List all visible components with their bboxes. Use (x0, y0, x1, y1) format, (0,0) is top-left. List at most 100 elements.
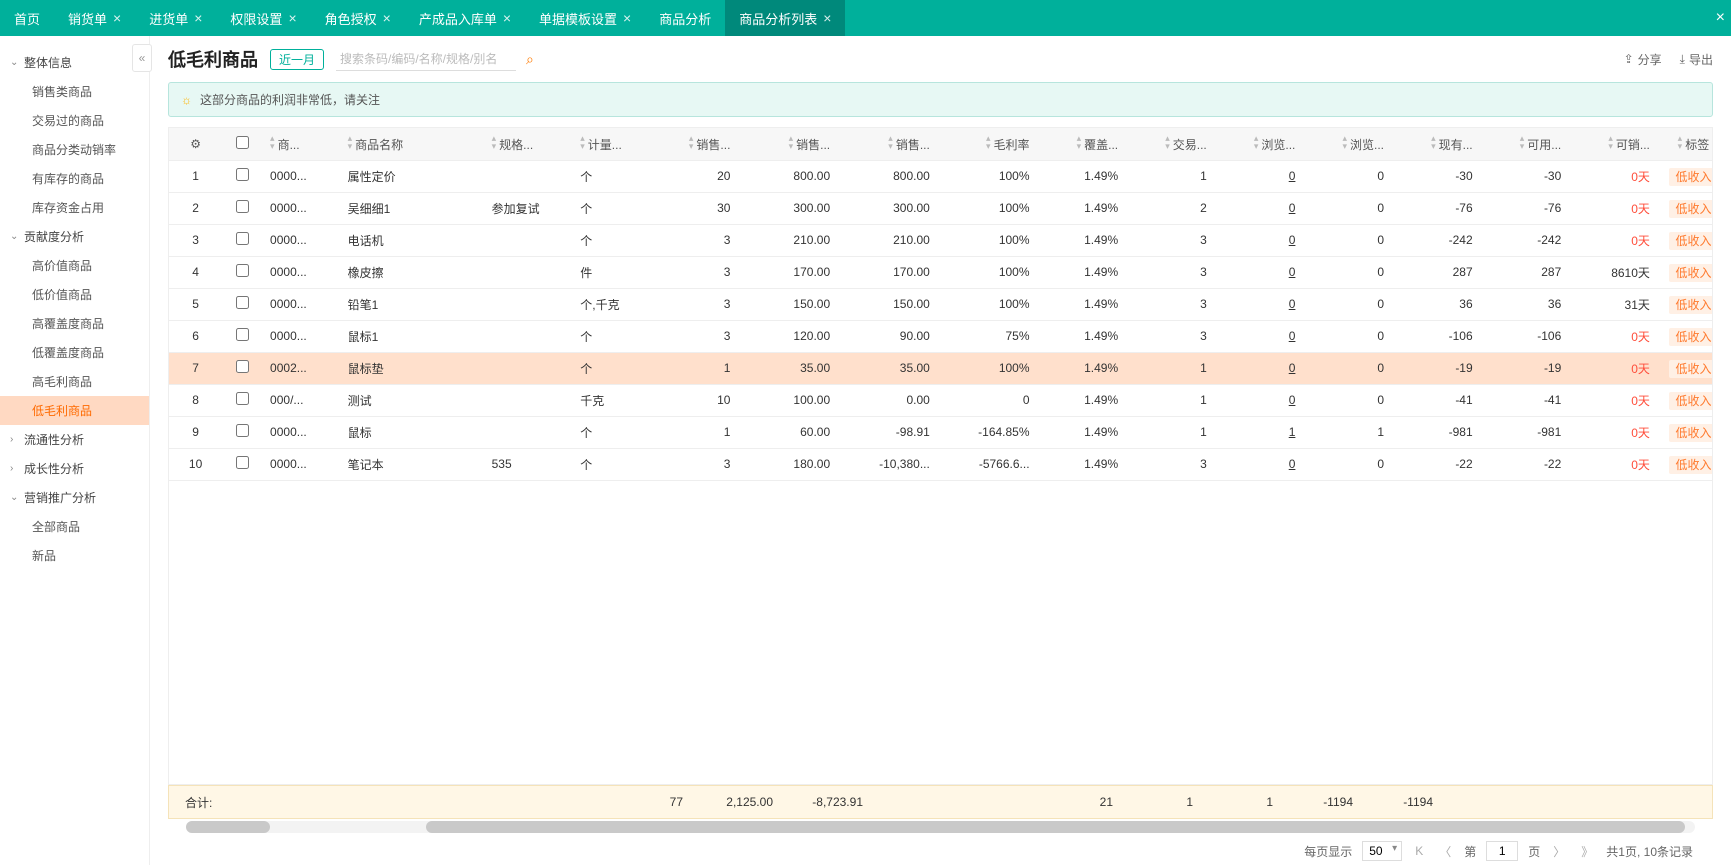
close-icon[interactable]: × (113, 10, 121, 26)
row-checkbox[interactable] (236, 328, 249, 341)
page-input[interactable] (1486, 841, 1518, 861)
close-icon[interactable]: × (288, 10, 296, 26)
sidebar-group[interactable]: ⌄营销推广分析 (0, 483, 149, 512)
table-row[interactable]: 30000...电话机个3210.00210.00100%1.49%300-24… (169, 224, 1713, 256)
sidebar-item[interactable]: 低毛利商品 (0, 396, 149, 425)
period-pill[interactable]: 近一月 (270, 49, 324, 70)
close-icon[interactable]: × (623, 10, 631, 26)
col-days[interactable]: ▴▾可销... (1569, 128, 1658, 160)
sidebar-item[interactable]: 商品分类动销率 (0, 135, 149, 164)
col-amt1[interactable]: ▴▾销售... (738, 128, 838, 160)
row-checkbox[interactable] (236, 232, 249, 245)
table-row[interactable]: 90000...鼠标个160.00-98.91-164.85%1.49%111-… (169, 416, 1713, 448)
sidebar-item[interactable]: 高价值商品 (0, 251, 149, 280)
tab-2[interactable]: 进货单× (135, 0, 216, 36)
scrollbar-thumb[interactable] (186, 821, 270, 833)
table-row[interactable]: 10000...属性定价个20800.00800.00100%1.49%100-… (169, 160, 1713, 192)
cell-margin: 100% (938, 352, 1038, 384)
sidebar-group[interactable]: ›成长性分析 (0, 454, 149, 483)
col-qty[interactable]: ▴▾销售... (650, 128, 739, 160)
hscrollbar[interactable] (186, 821, 1695, 833)
prev-page-icon[interactable]: 〈 (1436, 843, 1454, 860)
close-icon[interactable]: × (823, 10, 831, 26)
close-icon[interactable]: × (194, 10, 202, 26)
cell-code: 0000... (262, 224, 340, 256)
sidebar-item[interactable]: 全部商品 (0, 512, 149, 541)
col-view2[interactable]: ▴▾浏览... (1303, 128, 1392, 160)
col-margin[interactable]: ▴▾毛利率 (938, 128, 1038, 160)
next-page-icon[interactable]: 〉 (1550, 843, 1568, 860)
tab-6[interactable]: 单据模板设置× (525, 0, 645, 36)
sidebar-item[interactable]: 低价值商品 (0, 280, 149, 309)
col-code[interactable]: ▴▾商... (262, 128, 340, 160)
cell-chk (222, 448, 262, 480)
cell-view2: 0 (1303, 320, 1392, 352)
select-all-checkbox[interactable] (236, 136, 249, 149)
row-checkbox[interactable] (236, 168, 249, 181)
sidebar-item[interactable]: 有库存的商品 (0, 164, 149, 193)
cell-amt2: 170.00 (838, 256, 938, 288)
export-button[interactable]: ⤓导出 (1680, 51, 1713, 68)
col-unit[interactable]: ▴▾计量... (572, 128, 650, 160)
sidebar-item[interactable]: 高覆盖度商品 (0, 309, 149, 338)
tab-5[interactable]: 产成品入库单× (405, 0, 525, 36)
col-stock2[interactable]: ▴▾可用... (1481, 128, 1570, 160)
table-row[interactable]: 60000...鼠标1个3120.0090.0075%1.49%300-106-… (169, 320, 1713, 352)
col-cover[interactable]: ▴▾覆盖... (1038, 128, 1127, 160)
collapse-sidebar-icon[interactable]: « (132, 44, 152, 72)
col-spec[interactable]: ▴▾规格... (484, 128, 573, 160)
col-stock1[interactable]: ▴▾现有... (1392, 128, 1481, 160)
row-checkbox[interactable] (236, 296, 249, 309)
tab-4[interactable]: 角色授权× (311, 0, 405, 36)
table-row[interactable]: 8000/...测试千克10100.000.0001.49%100-41-410… (169, 384, 1713, 416)
sidebar-item[interactable]: 高毛利商品 (0, 367, 149, 396)
cell-qty: 3 (650, 288, 739, 320)
sidebar-item[interactable]: 销售类商品 (0, 77, 149, 106)
tab-7[interactable]: 商品分析 (645, 0, 725, 36)
row-checkbox[interactable] (236, 200, 249, 213)
table-row[interactable]: 100000...笔记本535个3180.00-10,380...-5766.6… (169, 448, 1713, 480)
sidebar-item[interactable]: 交易过的商品 (0, 106, 149, 135)
sidebar-item[interactable]: 低覆盖度商品 (0, 338, 149, 367)
tab-1[interactable]: 销货单× (54, 0, 135, 36)
sidebar-group[interactable]: ⌄贡献度分析 (0, 222, 149, 251)
sidebar-item[interactable]: 新品 (0, 541, 149, 570)
group-label: 营销推广分析 (24, 489, 96, 506)
tab-0[interactable]: 首页 (0, 0, 54, 36)
sidebar-item[interactable]: 库存资金占用 (0, 193, 149, 222)
first-page-icon[interactable]: K (1412, 844, 1426, 858)
last-page-icon[interactable]: 》 (1578, 843, 1596, 860)
main: ⌄整体信息销售类商品交易过的商品商品分类动销率有库存的商品库存资金占用⌄贡献度分… (0, 36, 1731, 865)
table-row[interactable]: 20000...吴细细1参加复试个30300.00300.00100%1.49%… (169, 192, 1713, 224)
search-input[interactable] (336, 48, 516, 71)
tab-8[interactable]: 商品分析列表× (725, 0, 845, 36)
gear-icon[interactable]: ⚙ (190, 137, 201, 151)
col-name[interactable]: ▴▾商品名称 (340, 128, 484, 160)
row-checkbox[interactable] (236, 264, 249, 277)
scrollbar-thumb[interactable] (426, 821, 1685, 833)
tab-3[interactable]: 权限设置× (216, 0, 310, 36)
row-checkbox[interactable] (236, 392, 249, 405)
close-icon[interactable]: × (383, 10, 391, 26)
col-tag[interactable]: ▴▾标签 (1658, 128, 1713, 160)
table-row[interactable]: 40000...橡皮擦件3170.00170.00100%1.49%300287… (169, 256, 1713, 288)
row-checkbox[interactable] (236, 424, 249, 437)
row-checkbox[interactable] (236, 360, 249, 373)
cell-stock1: -19 (1392, 352, 1481, 384)
col-view1[interactable]: ▴▾浏览... (1215, 128, 1304, 160)
table-row[interactable]: 70002...鼠标垫个135.0035.00100%1.49%100-19-1… (169, 352, 1713, 384)
col-amt2[interactable]: ▴▾销售... (838, 128, 938, 160)
search-icon[interactable]: ⌕ (526, 51, 534, 68)
close-icon[interactable]: × (503, 10, 511, 26)
table-scroll[interactable]: ⚙▴▾商...▴▾商品名称▴▾规格...▴▾计量...▴▾销售...▴▾销售..… (168, 127, 1713, 785)
sidebar-group[interactable]: ⌄整体信息 (0, 48, 149, 77)
tab-bar: 首页销货单×进货单×权限设置×角色授权×产成品入库单×单据模板设置×商品分析商品… (0, 0, 1731, 36)
row-checkbox[interactable] (236, 456, 249, 469)
table-row[interactable]: 50000...铅笔1个,千克3150.00150.00100%1.49%300… (169, 288, 1713, 320)
cell-view2: 0 (1303, 448, 1392, 480)
close-all-icon[interactable]: × (1716, 9, 1725, 27)
share-button[interactable]: ⇪分享 (1624, 51, 1662, 68)
sidebar-group[interactable]: ›流通性分析 (0, 425, 149, 454)
page-size-select[interactable]: 50 (1362, 841, 1402, 861)
col-deal[interactable]: ▴▾交易... (1126, 128, 1215, 160)
